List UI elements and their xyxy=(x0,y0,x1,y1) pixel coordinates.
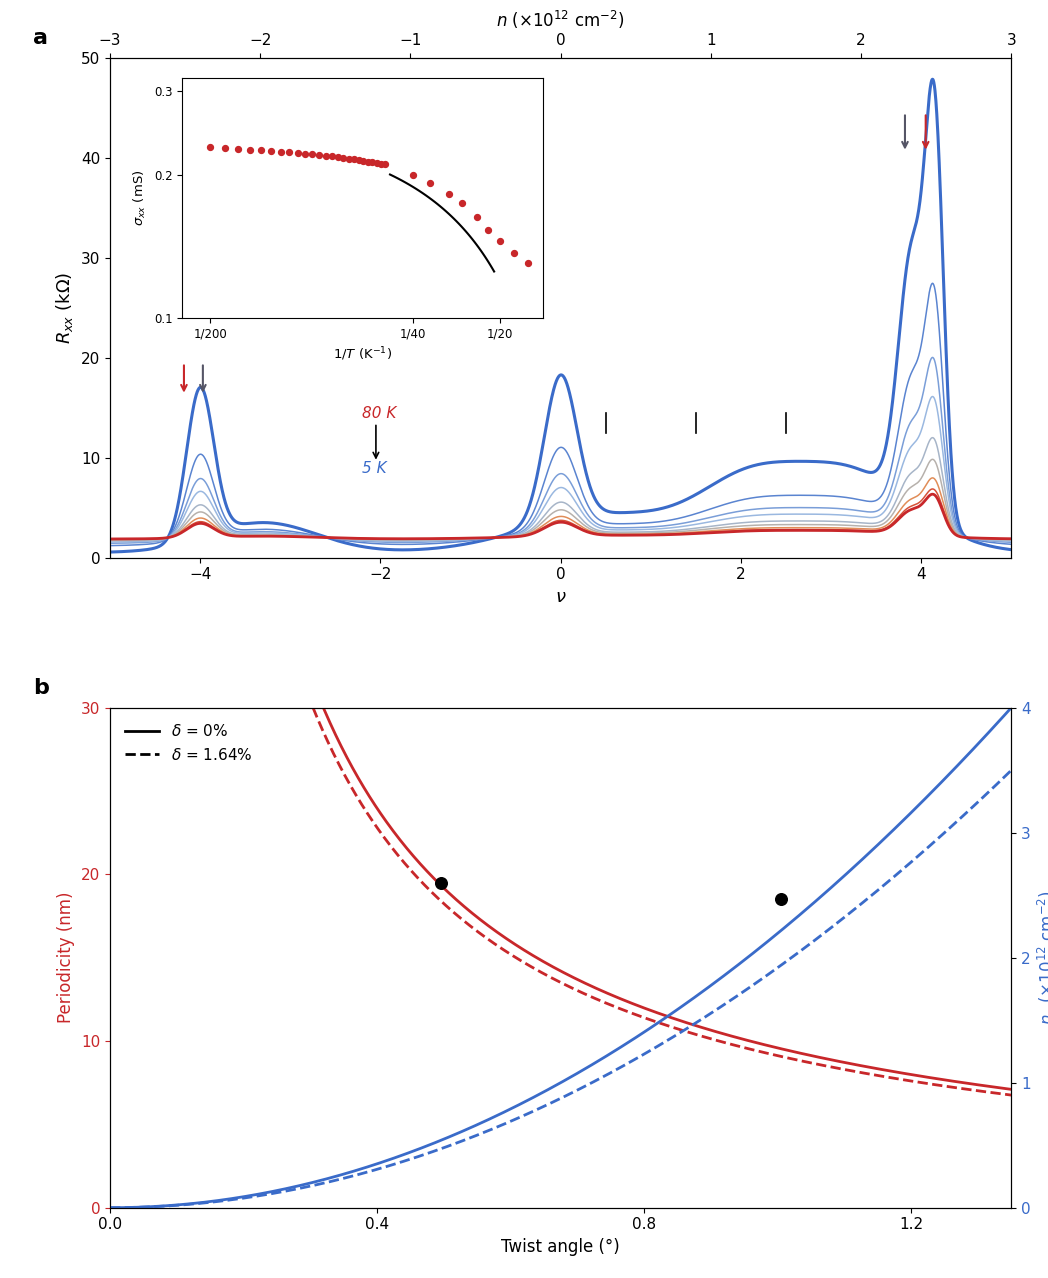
Text: 80 K: 80 K xyxy=(363,405,397,420)
X-axis label: Twist angle (°): Twist angle (°) xyxy=(501,1238,620,1256)
Legend: $\delta$ = 0%, $\delta$ = 1.64%: $\delta$ = 0%, $\delta$ = 1.64% xyxy=(117,716,260,771)
Text: 5 K: 5 K xyxy=(363,460,387,475)
Text: b: b xyxy=(34,677,49,698)
Point xyxy=(772,889,789,910)
Y-axis label: $n_s$ ($\times$10$^{12}$ cm$^{-2}$): $n_s$ ($\times$10$^{12}$ cm$^{-2}$) xyxy=(1036,891,1048,1025)
Y-axis label: Periodicity (nm): Periodicity (nm) xyxy=(58,892,75,1024)
Text: a: a xyxy=(34,28,48,47)
X-axis label: $\nu$: $\nu$ xyxy=(554,588,567,606)
Point xyxy=(433,873,450,893)
Y-axis label: $R_{xx}$ (k$\Omega$): $R_{xx}$ (k$\Omega$) xyxy=(54,271,75,344)
X-axis label: $n$ ($\times$10$^{12}$ cm$^{-2}$): $n$ ($\times$10$^{12}$ cm$^{-2}$) xyxy=(497,9,625,31)
